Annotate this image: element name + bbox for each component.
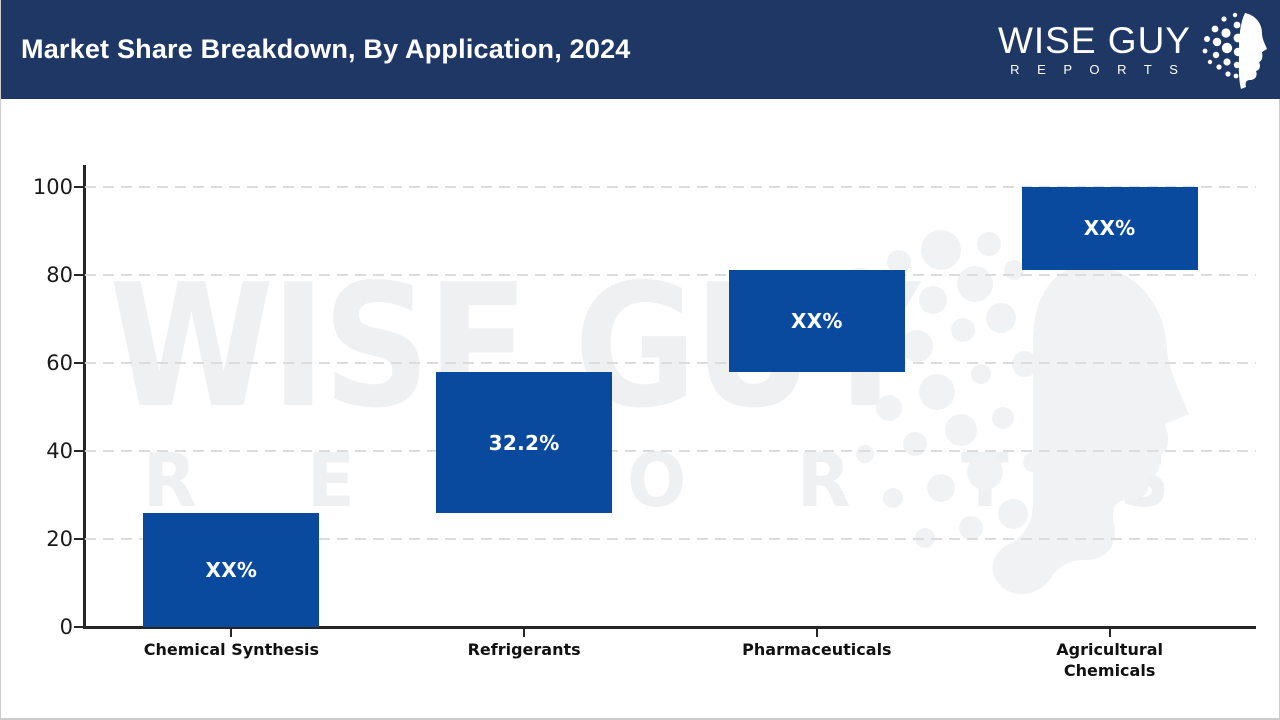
y-tick-mark	[74, 186, 83, 188]
gridline	[85, 362, 1256, 364]
bar-value-label: 32.2%	[488, 430, 560, 455]
y-tick-label: 80	[46, 263, 73, 287]
y-tick-label: 60	[46, 351, 73, 375]
y-tick-label: 0	[59, 615, 73, 639]
bar-segment: XX%	[143, 513, 320, 627]
x-category-label: Refrigerants	[467, 640, 581, 659]
y-tick-mark	[74, 362, 83, 364]
x-tick-mark	[230, 629, 233, 637]
y-tick-label: 100	[32, 175, 73, 199]
gridline	[85, 186, 1256, 188]
bar-value-label: XX%	[205, 558, 258, 583]
y-tick-mark	[74, 626, 83, 628]
x-tick-mark	[1108, 629, 1111, 637]
bar-segment: XX%	[1021, 187, 1198, 270]
y-tick-label: 40	[46, 439, 73, 463]
bar-value-label: XX%	[1083, 216, 1136, 241]
y-tick-mark	[74, 450, 83, 452]
x-tick-mark	[815, 629, 818, 637]
logo-subtitle: R E P O R T S	[1010, 62, 1185, 78]
logo-face-icon	[1202, 12, 1267, 89]
wiseguy-logo: WISE GUY R E P O R T S	[998, 9, 1280, 91]
page-title: Market Share Breakdown, By Application, …	[21, 34, 631, 64]
logo-wordmark: WISE GUY	[997, 19, 1191, 61]
gridline	[85, 274, 1256, 276]
x-tick-mark	[523, 629, 526, 637]
x-category-label: Chemical Synthesis	[143, 640, 319, 659]
bar-segment: XX%	[728, 269, 905, 372]
logo-text: WISE GUY R E P O R T S	[997, 19, 1191, 78]
bar-value-label: XX%	[790, 308, 843, 333]
gridline	[85, 450, 1256, 452]
x-category-label: Pharmaceuticals	[742, 640, 892, 659]
x-category-label: Agricultural Chemicals	[1056, 640, 1164, 680]
header: Market Share Breakdown, By Application, …	[1, 0, 1280, 99]
y-axis-line	[83, 165, 86, 629]
bar-segment: 32.2%	[436, 371, 613, 514]
y-tick-mark	[74, 274, 83, 276]
gridline	[85, 538, 1256, 540]
watermark-face-dots	[843, 230, 1189, 595]
y-tick-label: 20	[46, 527, 73, 551]
x-axis-line	[83, 626, 1256, 629]
y-tick-mark	[74, 538, 83, 540]
